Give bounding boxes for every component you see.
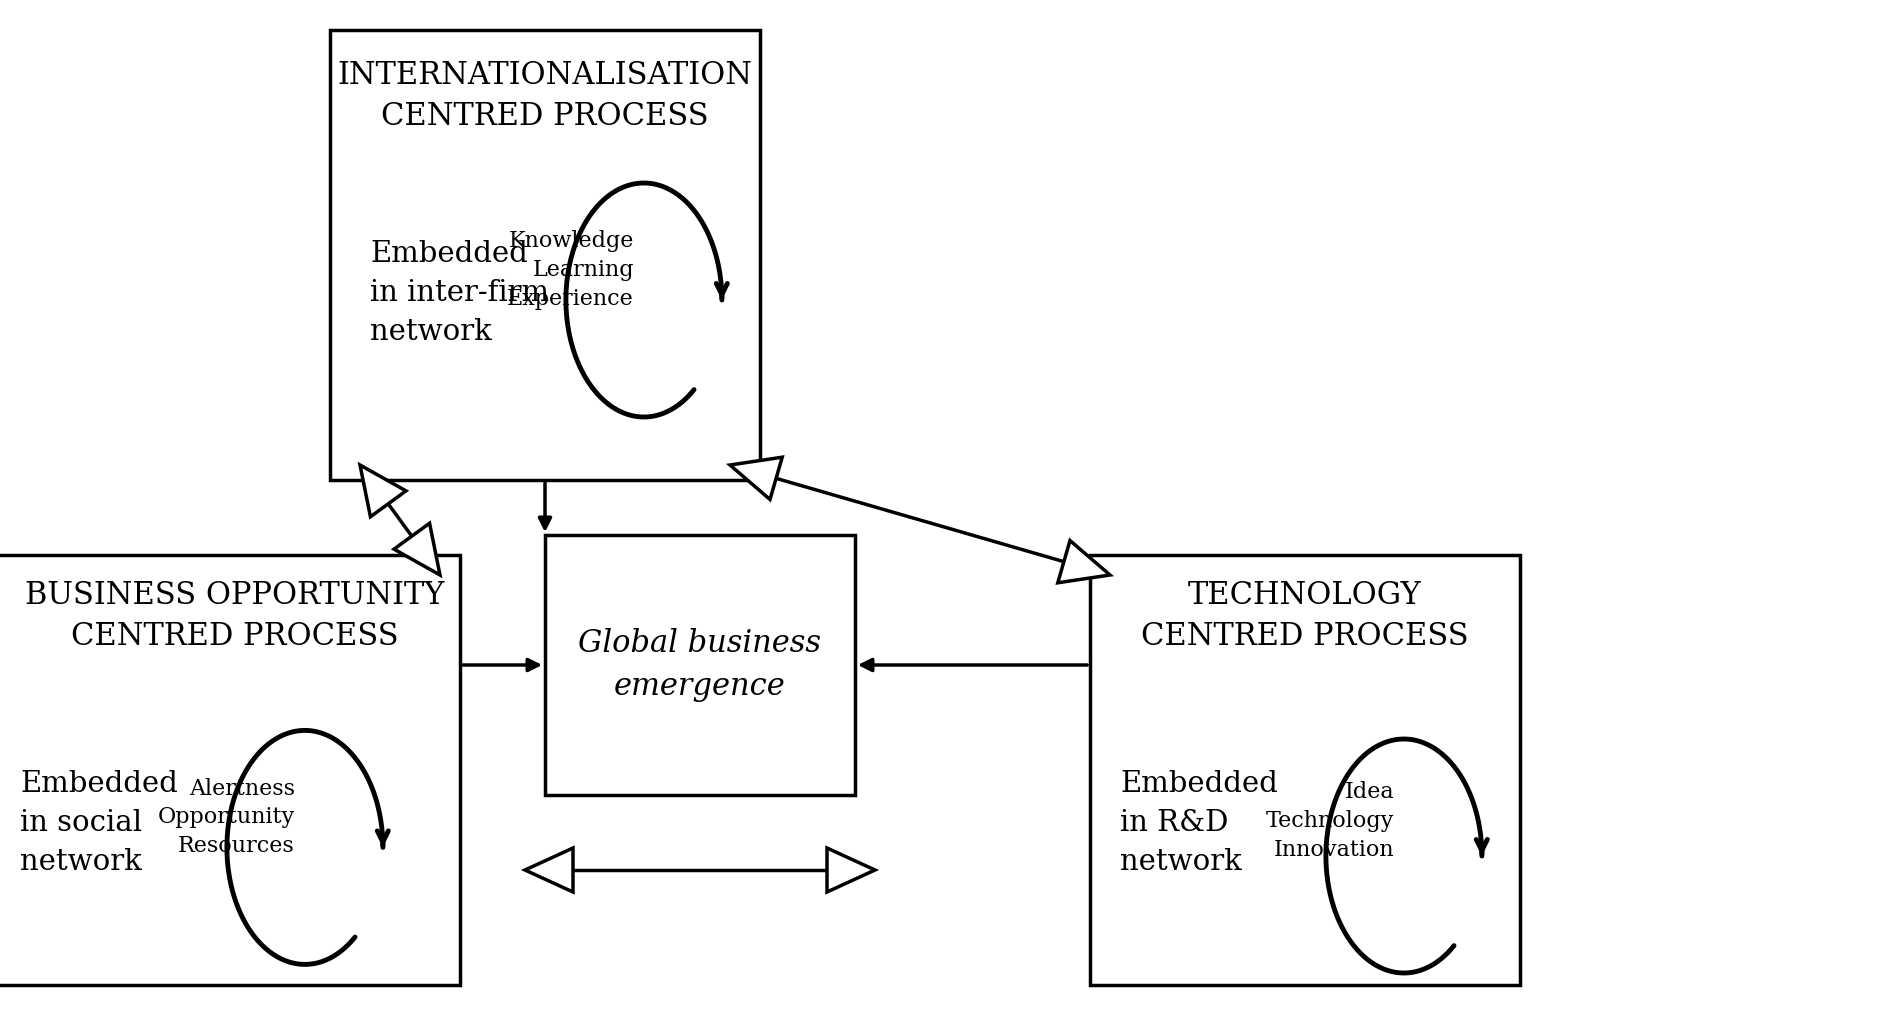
Polygon shape	[359, 465, 407, 517]
Text: Idea
Technology
Innovation: Idea Technology Innovation	[1265, 781, 1395, 861]
Bar	[545, 535, 855, 795]
Polygon shape	[826, 848, 876, 892]
Polygon shape	[1058, 540, 1110, 583]
Text: Global business
emergence: Global business emergence	[578, 628, 821, 702]
Text: BUSINESS OPPORTUNITY
CENTRED PROCESS: BUSINESS OPPORTUNITY CENTRED PROCESS	[25, 580, 445, 652]
Text: INTERNATIONALISATION
CENTRED PROCESS: INTERNATIONALISATION CENTRED PROCESS	[338, 60, 752, 131]
Bar	[0, 555, 460, 985]
Text: Embedded
in social
network: Embedded in social network	[21, 770, 179, 876]
Polygon shape	[524, 848, 574, 892]
Text: Alertness
Opportunity
Resources: Alertness Opportunity Resources	[158, 778, 294, 857]
Bar	[1091, 555, 1520, 985]
Polygon shape	[393, 523, 441, 575]
Text: Knowledge
Learning
Experience: Knowledge Learning Experience	[507, 231, 635, 310]
Text: Embedded
in R&D
network: Embedded in R&D network	[1119, 770, 1277, 876]
Bar	[331, 30, 760, 480]
Polygon shape	[730, 457, 783, 499]
Text: TECHNOLOGY
CENTRED PROCESS: TECHNOLOGY CENTRED PROCESS	[1142, 580, 1469, 652]
Text: Embedded
in inter-firm
network: Embedded in inter-firm network	[370, 240, 549, 346]
